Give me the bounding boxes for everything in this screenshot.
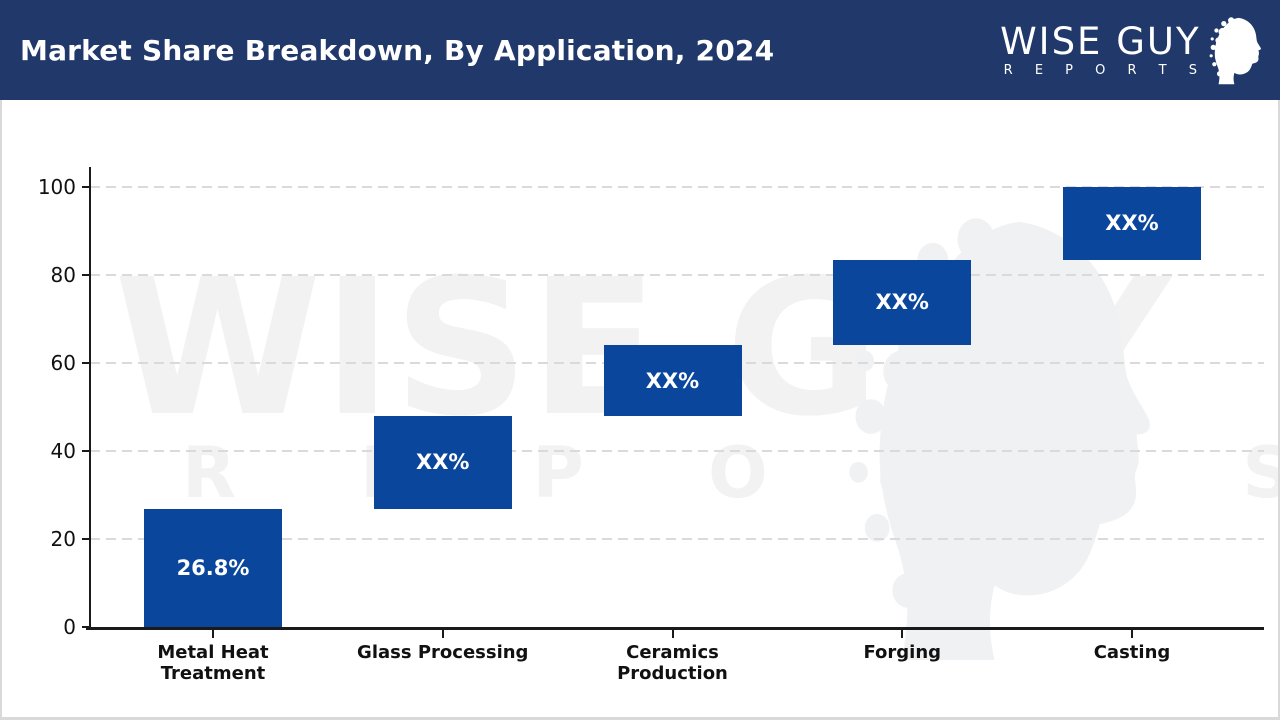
y-axis-tick-label: 60	[50, 351, 76, 375]
category-label-line: Ceramics	[626, 642, 719, 663]
brand-logo-text: WISE GUY R E P O R T S	[995, 23, 1206, 78]
category-label: Metal Heat Treatment	[93, 642, 333, 684]
x-axis-line	[86, 627, 1264, 630]
x-axis-tick	[671, 630, 674, 638]
gridline	[90, 450, 1264, 452]
y-axis-line	[89, 167, 91, 629]
bar-value-label: XX%	[1105, 211, 1159, 236]
x-axis-tick	[212, 630, 214, 638]
bar: XX%	[833, 259, 972, 346]
wise-guy-face-icon	[1209, 17, 1261, 85]
category-label: Casting	[1012, 642, 1252, 663]
y-axis-tick	[82, 186, 90, 188]
chart-area: WISE GUY R E P O R T S 02040608010026.8%…	[0, 100, 1280, 720]
category-label-line: Forging	[863, 642, 942, 663]
gridline	[90, 538, 1264, 540]
y-axis-tick	[82, 450, 90, 452]
y-axis-tick-label: 40	[50, 439, 76, 463]
header-bar: Market Share Breakdown, By Application, …	[0, 0, 1280, 100]
y-axis-tick-label: 20	[50, 527, 76, 551]
category-label-line: Metal Heat	[157, 642, 269, 663]
bar: 26.8%	[144, 509, 282, 627]
x-axis-tick	[441, 630, 444, 638]
gridline	[90, 274, 1264, 276]
y-axis-tick-label: 0	[63, 615, 76, 639]
x-axis-tick	[1131, 630, 1133, 638]
bar-value-label: 26.8%	[176, 556, 250, 581]
bar-value-label: XX%	[645, 368, 700, 393]
page-title: Market Share Breakdown, By Application, …	[20, 33, 775, 67]
y-axis-tick-label: 100	[37, 175, 76, 199]
category-label-line: Treatment	[160, 663, 266, 685]
bar-value-label: XX%	[875, 290, 929, 315]
brand-subname: R E P O R T S	[1003, 62, 1206, 78]
category-label-line: Casting	[1093, 642, 1171, 663]
bar: XX%	[373, 415, 512, 510]
x-axis-tick	[901, 630, 904, 638]
brand-logo: WISE GUY R E P O R T S	[995, 9, 1266, 91]
bar-value-label: XX%	[416, 450, 470, 475]
brand-name: WISE GUY	[1000, 19, 1201, 63]
bar: XX%	[603, 345, 742, 416]
y-axis-tick	[82, 362, 90, 364]
y-axis-tick	[82, 274, 90, 276]
gridline	[90, 186, 1264, 188]
watermark-text: WISE GUY	[114, 239, 1171, 458]
category-label-line: Production	[617, 663, 728, 685]
category-label: Forging	[782, 642, 1022, 663]
y-axis-tick-label: 80	[50, 263, 76, 287]
category-label: Ceramics Production	[553, 642, 793, 684]
y-axis-tick	[82, 538, 90, 540]
category-label-line: Glass Processing	[357, 642, 529, 663]
category-label: Glass Processing	[323, 642, 563, 663]
bar: XX%	[1063, 187, 1201, 260]
